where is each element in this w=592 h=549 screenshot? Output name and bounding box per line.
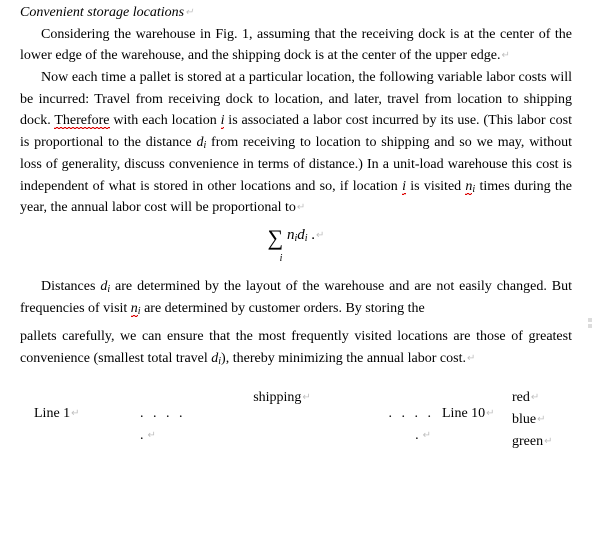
color-blue-label: blue	[512, 412, 536, 427]
color-red-label: red	[512, 390, 530, 405]
footer-dots-right: . . . . .↵	[374, 387, 442, 446]
para-mark-icon: ↵	[501, 50, 510, 61]
footer-row: Line 1↵ . . . . .↵ shipping↵ . . . . .↵ …	[20, 387, 572, 452]
para-mark-icon: ↵	[422, 430, 434, 441]
para-mark-icon: ↵	[536, 414, 545, 425]
para3-a: Distances	[41, 279, 100, 294]
footer-dots-left: . . . . .↵	[140, 387, 190, 446]
footer-colors: red↵ blue↵ green↵	[512, 387, 572, 452]
footer-line1: Line 1↵	[20, 387, 140, 425]
para-mark-icon: ↵	[466, 353, 475, 364]
heading-text: Convenient storage locations	[20, 5, 184, 20]
paragraph-3: Distances di are determined by the layou…	[20, 276, 572, 319]
paragraph-2: Now each time a pallet is stored at a pa…	[20, 67, 572, 219]
var-n: n	[131, 301, 138, 317]
line1-label: Line 1	[34, 406, 70, 421]
para-mark-icon: ↵	[543, 436, 552, 447]
var-d: d	[297, 227, 305, 243]
para4-b: ), thereby minimizing the annual labor c…	[221, 351, 466, 366]
line10-label: Line 10	[442, 406, 485, 421]
sigma-sub: i	[0, 251, 572, 267]
para-mark-icon: ↵	[147, 430, 159, 441]
footer-shipping: shipping↵	[190, 387, 374, 409]
para-mark-icon: ↵	[296, 202, 305, 213]
para3-c: are determined by customer orders. By st…	[141, 301, 425, 316]
para2-b: with each location	[110, 113, 221, 128]
sub-i: i	[305, 233, 308, 244]
para2-e: is visited	[406, 179, 465, 194]
para-mark-icon: ↵	[485, 408, 494, 419]
para-mark-icon: ↵	[530, 392, 539, 403]
section-heading: Convenient storage locations↵	[20, 2, 572, 24]
para-mark-icon: ↵	[301, 392, 310, 403]
page-break-gap	[0, 320, 592, 326]
color-green-label: green	[512, 434, 543, 449]
document-page: Convenient storage locations↵ Considerin…	[0, 2, 592, 460]
spellcheck-word[interactable]: Therefore	[54, 113, 109, 129]
paragraph-1: Considering the warehouse in Fig. 1, ass…	[20, 24, 572, 67]
summation-formula: ∑ nidi .↵ i	[20, 221, 572, 267]
para-mark-icon: ↵	[70, 408, 79, 419]
footer-line10: Line 10↵	[442, 387, 512, 425]
paragraph-4: pallets carefully, we can ensure that th…	[20, 326, 572, 369]
para-mark-icon: ↵	[315, 230, 324, 241]
shipping-label: shipping	[253, 390, 301, 405]
para-mark-icon: ↵	[184, 7, 193, 18]
sigma-icon: ∑	[268, 225, 284, 250]
para1-text: Considering the warehouse in Fig. 1, ass…	[20, 27, 572, 64]
